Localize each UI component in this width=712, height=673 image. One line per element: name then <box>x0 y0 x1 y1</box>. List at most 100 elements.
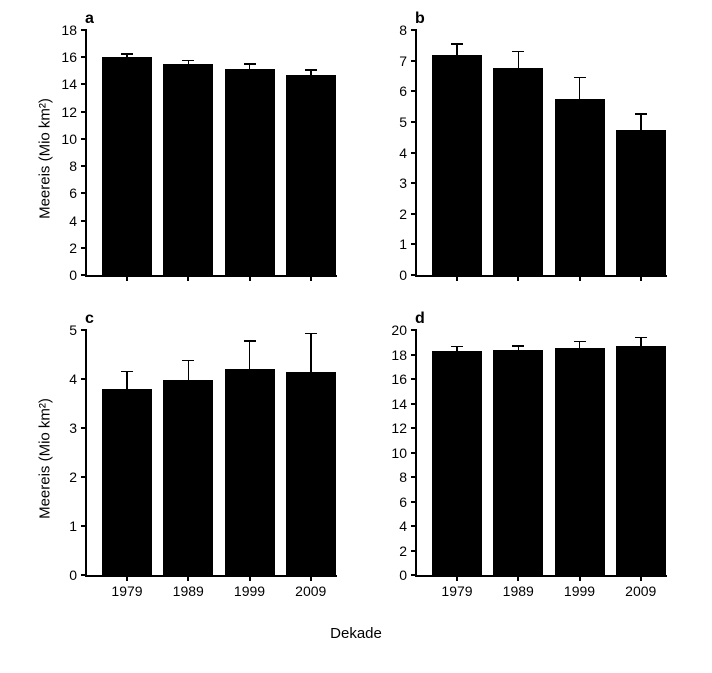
ytick-label: 10 <box>391 445 407 461</box>
ytick-label: 6 <box>69 185 77 201</box>
panel-b-plot: 012345678 <box>415 30 667 277</box>
bar <box>493 350 543 575</box>
ytick <box>81 111 87 113</box>
error-cap <box>451 43 463 45</box>
ytick-label: 0 <box>69 267 77 283</box>
ytick <box>81 427 87 429</box>
ytick-label: 4 <box>69 213 77 229</box>
panel-d-plot: 024681012141618201979198919992009 <box>415 330 667 577</box>
error-cap <box>574 341 586 343</box>
bar <box>616 346 666 575</box>
panel-c-plot: 0123451979198919992009 <box>85 330 337 577</box>
panel-c-label: c <box>85 310 94 328</box>
ytick <box>81 574 87 576</box>
ytick-label: 2 <box>399 543 407 559</box>
ytick-label: 18 <box>391 347 407 363</box>
bar <box>493 68 543 275</box>
error-cap <box>635 113 647 115</box>
xtick-label: 2009 <box>295 583 326 599</box>
ytick-label: 5 <box>399 114 407 130</box>
ytick <box>411 60 417 62</box>
ytick-label: 16 <box>391 371 407 387</box>
xtick-inner <box>249 275 251 281</box>
ytick-label: 1 <box>399 236 407 252</box>
error-bar <box>579 77 581 98</box>
ytick <box>411 243 417 245</box>
ytick-label: 5 <box>69 322 77 338</box>
xtick <box>640 575 642 581</box>
bar <box>225 69 275 275</box>
ytick <box>411 274 417 276</box>
xtick-label: 1999 <box>234 583 265 599</box>
error-cap <box>244 63 256 65</box>
bar <box>163 380 213 575</box>
ytick-label: 4 <box>399 518 407 534</box>
error-cap <box>182 60 194 62</box>
ytick-label: 8 <box>69 158 77 174</box>
ytick <box>411 354 417 356</box>
xtick-inner <box>310 275 312 281</box>
xtick <box>187 575 189 581</box>
error-bar <box>579 342 581 349</box>
ytick <box>81 476 87 478</box>
ytick <box>81 220 87 222</box>
ytick-label: 2 <box>399 206 407 222</box>
xtick-label: 1989 <box>503 583 534 599</box>
ytick-label: 6 <box>399 494 407 510</box>
ytick <box>411 550 417 552</box>
xlabel: Dekade <box>0 625 712 642</box>
error-bar <box>310 333 312 371</box>
ytick <box>411 29 417 31</box>
ytick <box>411 378 417 380</box>
xtick <box>579 575 581 581</box>
xtick-inner <box>640 275 642 281</box>
ytick-label: 0 <box>69 567 77 583</box>
ytick <box>81 274 87 276</box>
xtick-label: 2009 <box>625 583 656 599</box>
error-bar <box>518 51 520 68</box>
ytick-label: 18 <box>61 22 77 38</box>
bar <box>163 64 213 275</box>
ylabel-row2: Meereis (Mio km²) <box>37 384 54 534</box>
panel-a-plot: 024681012141618 <box>85 30 337 277</box>
xtick <box>310 575 312 581</box>
ytick-label: 0 <box>399 567 407 583</box>
error-cap <box>635 337 647 339</box>
ytick <box>411 182 417 184</box>
error-cap <box>305 333 317 335</box>
error-bar <box>640 337 642 346</box>
xtick <box>517 575 519 581</box>
error-bar <box>249 341 251 369</box>
ytick-label: 1 <box>69 518 77 534</box>
error-cap <box>182 360 194 362</box>
ytick-label: 20 <box>391 322 407 338</box>
ytick <box>81 165 87 167</box>
error-cap <box>244 340 256 342</box>
bar <box>555 99 605 275</box>
ytick <box>81 378 87 380</box>
bar <box>225 369 275 575</box>
bar <box>432 351 482 575</box>
ytick <box>411 476 417 478</box>
xtick-label: 1999 <box>564 583 595 599</box>
xtick <box>249 575 251 581</box>
xtick-label: 1979 <box>111 583 142 599</box>
bar <box>286 75 336 275</box>
ytick-label: 7 <box>399 53 407 69</box>
error-bar <box>188 360 190 380</box>
panel-b-label: b <box>415 10 425 28</box>
ytick <box>81 83 87 85</box>
error-cap <box>121 53 133 55</box>
ytick-label: 2 <box>69 469 77 485</box>
bar <box>102 57 152 275</box>
ytick <box>411 452 417 454</box>
ytick-label: 16 <box>61 49 77 65</box>
bar <box>555 348 605 575</box>
ytick-label: 14 <box>61 76 77 92</box>
xtick-label: 1979 <box>441 583 472 599</box>
xtick-inner <box>456 275 458 281</box>
error-cap <box>305 69 317 71</box>
ytick-label: 8 <box>399 22 407 38</box>
error-bar <box>249 64 251 69</box>
ytick <box>411 213 417 215</box>
